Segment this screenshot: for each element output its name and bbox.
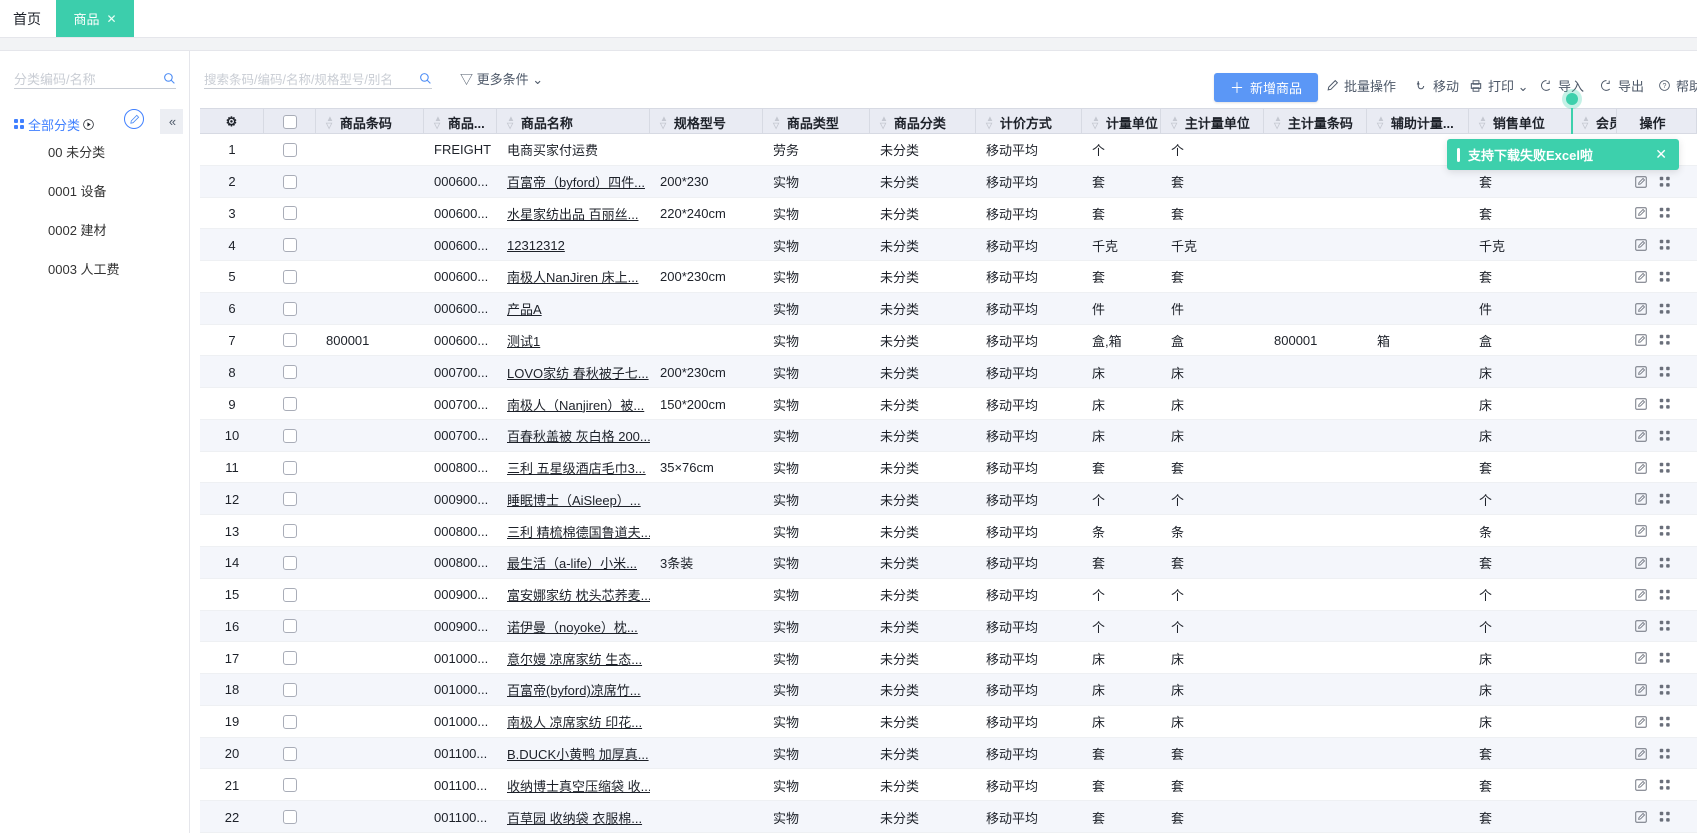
- svg-text:?: ?: [1663, 83, 1667, 90]
